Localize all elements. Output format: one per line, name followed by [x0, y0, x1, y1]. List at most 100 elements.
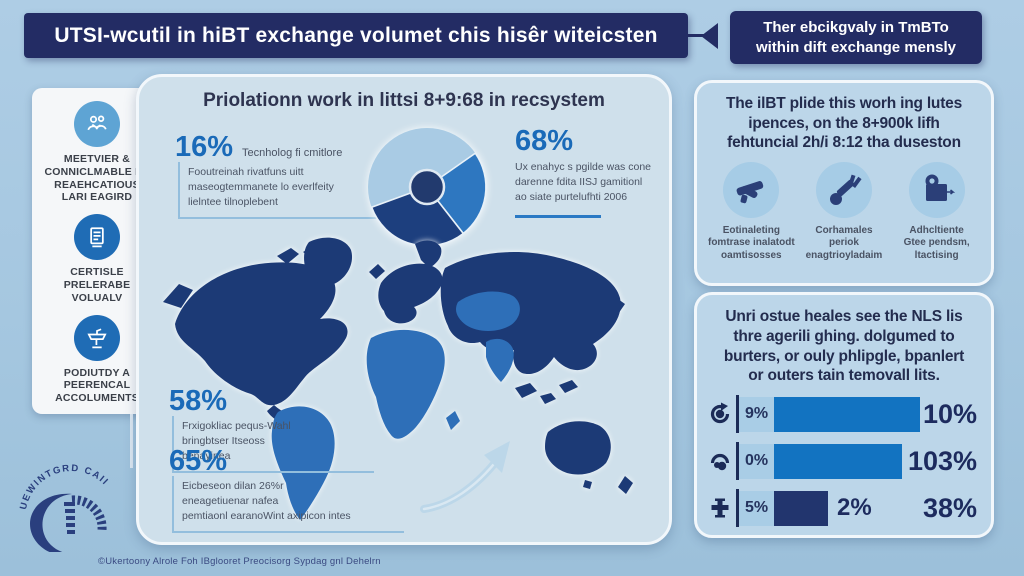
sidebar-item-certisle: CERTISLE PRELERABE VOLUALV: [64, 214, 131, 304]
bar-end-value: 10%: [922, 398, 977, 429]
headset-icon: [707, 449, 733, 473]
feature-item: Corhamales periok enagtrioyladaim: [800, 161, 888, 263]
stat-caption-line: pemtiaonl earanoWint axipicon intes: [182, 510, 351, 523]
logo-spiky-ring: [71, 495, 107, 531]
title-banner: UTSI-wcutil in hiBT exchange volumet chi…: [24, 13, 688, 58]
sidebar-label-line: VOLUALV: [71, 291, 123, 304]
paragraph-line: burters, or ouly phlipgle, bpanlert: [723, 347, 965, 365]
map-europe: [378, 263, 443, 324]
right-heading-line: fehtuncial 2h/i 8:12 tha duseston: [727, 134, 961, 152]
map-central-asia: [455, 291, 520, 331]
paragraph-line: Unri ostue heales see the NLS lis: [725, 308, 963, 325]
bar-mid-value: 2%: [837, 494, 872, 522]
map-asia: [440, 252, 621, 375]
stat-value: 68%: [515, 125, 574, 157]
stat-caption-line: ao siate purtelufhti 2006: [515, 191, 628, 204]
feature-caption-line: fomtrase inalatodt: [707, 237, 795, 249]
stat-block-65: 65% Eicbeseon dilan 26%r eneagetiuenar n…: [169, 447, 404, 533]
feature-caption-line: periok: [828, 237, 859, 249]
sidebar-label-line: LARI EAGIRD: [61, 191, 133, 204]
refresh-icon: [707, 402, 733, 426]
bar-chart: 9% 10% 0% 103%: [697, 395, 991, 528]
caption-underline: [515, 214, 601, 218]
right-top-panel: The ilBT plide this worh ing lutes ipenc…: [694, 80, 994, 286]
map-greenland: [304, 237, 353, 286]
top-right-callout: Ther ebcikgvaly in TmBTo within dift exc…: [730, 11, 982, 64]
stat-caption-line: maseogtemmanete lo everlfeity: [188, 181, 334, 194]
sidebar-label-line: CONNICLMABLE ES: [44, 165, 150, 178]
paragraph-line: thre agerili ghing. dolgumed to: [733, 327, 955, 345]
stat-block-68: 68% Ux enahyc s pgilde was cone darenne …: [515, 127, 667, 218]
map-south-america: [271, 406, 335, 520]
map-scandinavia: [415, 240, 442, 268]
logo-column: [64, 502, 75, 534]
feature-caption-line: Adhcltiente: [909, 224, 964, 236]
stat-block-16: 16% Tecnholog fi cmitlore Fooutreinah ri…: [175, 133, 380, 219]
stat-block-58: 58% Frxigokliac pequs-Wahl bringbtser It…: [169, 387, 374, 473]
sidebar-label-line: ACCOLUMENTS: [55, 392, 139, 405]
sidebar-label-line: CERTISLE: [70, 266, 124, 279]
feature-caption-line: Corhamales: [815, 224, 873, 236]
podium-icon: [74, 314, 120, 361]
feature-caption-line: Eotinaleting: [722, 224, 780, 236]
stat-caption-line: Fooutreinah rivatfuns uitt: [188, 166, 304, 178]
world-map: [157, 221, 667, 541]
stat-caption-line: eneagetiuenar nafea: [182, 495, 279, 508]
sidebar-label-line: PEERENCAL: [63, 379, 131, 392]
map-india: [486, 338, 514, 382]
start-segment: 5%: [739, 490, 774, 526]
callout-line: Ther ebcikgvaly in TmBTo: [763, 19, 949, 36]
left-arrow-icon: [701, 23, 718, 49]
bar-end-value: 38%: [922, 492, 977, 523]
start-segment: 0%: [739, 443, 774, 479]
axis-tick: [736, 442, 739, 481]
callout-line: within dift exchange mensly: [755, 38, 957, 56]
stat-caption-line: lielntee tilnoplebent: [188, 196, 278, 209]
sidebar-label-line: PRELERABE: [63, 278, 131, 291]
stat-caption-line: benayinea: [182, 450, 231, 463]
bar-row: 5% 2% 38%: [707, 489, 977, 528]
sidebar-item-meetvier: MEETVIER & CONNICLMABLE ES REAEHCATIOUS …: [44, 101, 149, 204]
donut-slice-medium: [425, 152, 487, 235]
feature-caption-line: oamtisosses: [721, 249, 782, 261]
logo-crescent: [30, 493, 74, 556]
axis-tick: [736, 395, 739, 434]
sidebar-label-line: REAEHCATIOUS: [54, 178, 140, 191]
sidebar-item-podiutdy: PODIUTDY A PEERENCAL ACCOLUMENTS: [55, 314, 139, 405]
right-heading-line: The ilBT plide this worh ing lutes: [725, 95, 963, 112]
secure-camera-icon: [908, 161, 965, 218]
cross-icon: [707, 496, 733, 520]
bar-row: 9% 10%: [707, 395, 977, 434]
right-bottom-panel: Unri ostue heales see the NLS lis thre a…: [694, 292, 994, 538]
stat-caption-line: Ux enahyc s pgilde was cone: [515, 161, 651, 173]
donut-slice-dark: [370, 186, 465, 247]
sidebar-divider-line: [130, 414, 133, 468]
feature-item: Adhcltiente Gtee pendsm, ltactising: [893, 161, 981, 263]
stat-value: 16%: [175, 131, 234, 163]
stat-value: 65%: [169, 445, 228, 477]
handshake-people-icon: [74, 101, 120, 147]
bar-fill: [774, 396, 920, 432]
bar-fill: [774, 443, 902, 479]
organization-logo: UEWINTGRD CAII: [12, 446, 124, 556]
bar-row: 0% 103%: [707, 442, 977, 481]
axis-tick: [736, 489, 739, 528]
feature-caption-line: enagtrioyladaim: [805, 249, 883, 261]
map-alaska: [163, 284, 193, 308]
stat-caption-line: Eicbeseon dilan 26%r: [182, 480, 284, 492]
connector-line: [684, 34, 710, 37]
main-title: Priolationn work in littsi 8+9:68 in rec…: [203, 90, 605, 111]
main-infographic-panel: Priolationn work in littsi 8+9:68 in rec…: [136, 74, 672, 545]
tool-icon: [723, 161, 780, 218]
map-north-america: [175, 262, 348, 406]
feature-caption-line: ltactising: [914, 249, 959, 261]
sidebar-label-line: MEETVIER &: [63, 153, 131, 165]
map-australia: [545, 421, 611, 475]
feature-item: Eotinaleting fomtrase inalatodt oamtisos…: [707, 161, 795, 263]
start-segment: 9%: [739, 396, 774, 432]
bar-fill: [774, 490, 828, 526]
map-africa: [366, 329, 445, 439]
right-heading-line: ipences, on the 8+900k lifh: [748, 114, 940, 132]
banner-title: UTSI-wcutil in hiBT exchange volumet chi…: [54, 23, 658, 47]
